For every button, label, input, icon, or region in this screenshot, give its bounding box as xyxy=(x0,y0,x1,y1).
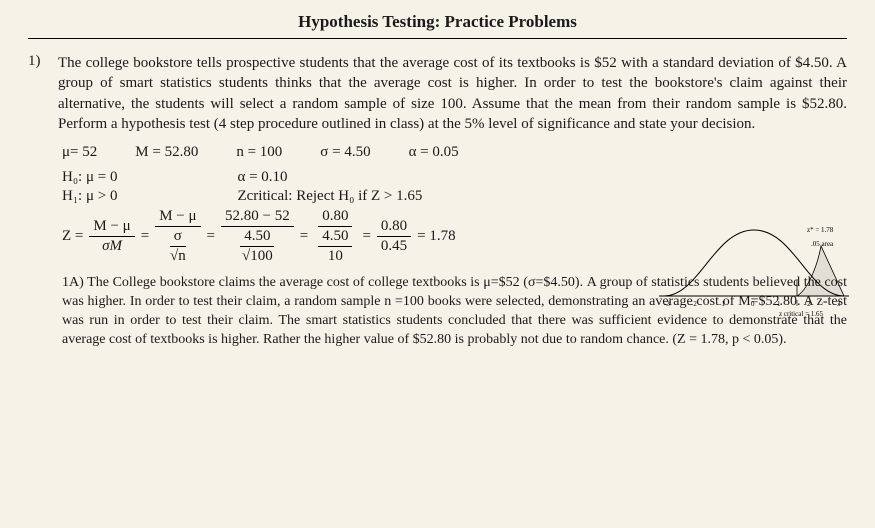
problem-number: 1) xyxy=(28,53,48,134)
reject-line: Zcritical: Reject H₀ if Z > 1.65 xyxy=(237,188,422,205)
h1: H₁: μ > 0 xyxy=(62,188,117,205)
param-mu: μ= 52 xyxy=(62,144,97,161)
svg-text:0: 0 xyxy=(751,300,755,308)
frac-3: 52.80 − 52 4.50 √100 xyxy=(221,209,294,264)
param-alpha: α = 0.05 xyxy=(409,144,459,161)
alpha-line: α = 0.10 xyxy=(237,169,422,186)
h0: H₀: μ = 0 xyxy=(62,169,117,186)
z-result: = 1.78 xyxy=(417,228,455,245)
param-sigma: σ = 4.50 xyxy=(320,144,370,161)
frac-5: 0.80 0.45 xyxy=(377,219,411,254)
param-M: M = 52.80 xyxy=(135,144,198,161)
hypothesis-row: H₀: μ = 0 H₁: μ > 0 α = 0.10 Zcritical: … xyxy=(62,169,847,205)
hypotheses: H₀: μ = 0 H₁: μ > 0 xyxy=(62,169,117,205)
area-label: .05 area xyxy=(811,240,834,248)
worksheet-page: Hypothesis Testing: Practice Problems 1)… xyxy=(0,0,875,528)
normal-curve-diagram: -3 -2 -1 0 1 2 3 z* = 1.78 .05 area z cr… xyxy=(659,218,849,318)
parameters-row: μ= 52 M = 52.80 n = 100 σ = 4.50 α = 0.0… xyxy=(62,144,847,161)
problem-1: 1) The college bookstore tells prospecti… xyxy=(28,53,847,134)
page-title: Hypothesis Testing: Practice Problems xyxy=(28,12,847,39)
frac-2: M − μ σ √n xyxy=(155,209,200,264)
zcrit-label: z critical = 1.65 xyxy=(779,310,823,318)
svg-text:3: 3 xyxy=(837,300,841,308)
svg-text:2: 2 xyxy=(807,300,811,308)
svg-text:-3: -3 xyxy=(664,300,670,308)
frac-1: M − μ σM xyxy=(89,219,134,254)
frac-4: 0.80 4.50 10 xyxy=(314,209,356,264)
svg-text:1: 1 xyxy=(777,300,781,308)
z-label: Z = xyxy=(62,228,83,245)
answer-label: 1A) xyxy=(62,275,84,290)
param-n: n = 100 xyxy=(236,144,282,161)
problem-text: The college bookstore tells prospective … xyxy=(58,53,847,134)
svg-text:-1: -1 xyxy=(719,300,725,308)
svg-text:-2: -2 xyxy=(691,300,697,308)
z-star-label: z* = 1.78 xyxy=(807,226,834,234)
critical-region: α = 0.10 Zcritical: Reject H₀ if Z > 1.6… xyxy=(237,169,422,205)
